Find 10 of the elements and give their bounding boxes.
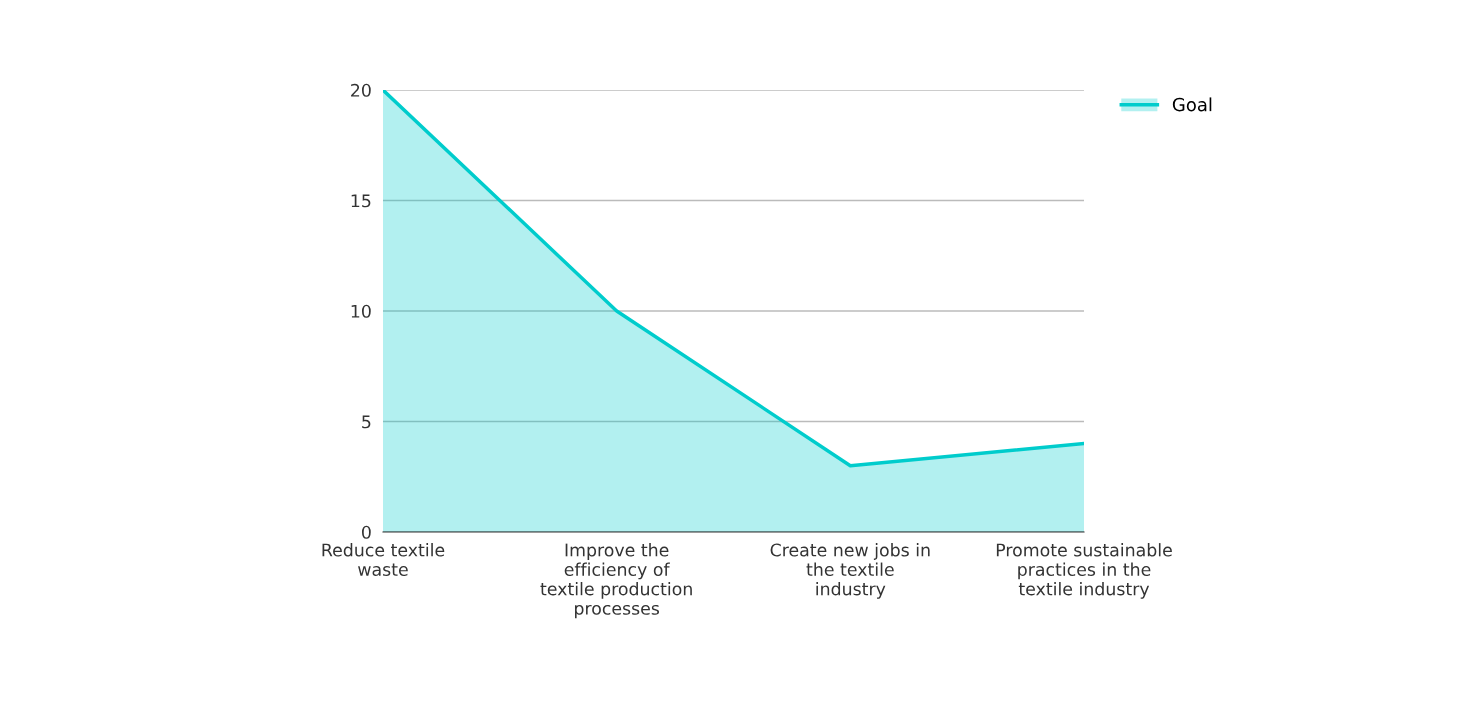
x-tick-label: Create new jobs in the textile industry <box>770 543 930 599</box>
x-tick-label: Improve the efficiency of textile production processes <box>540 543 692 619</box>
y-tick-label: 15 <box>351 194 371 208</box>
y-tick-label: 10 <box>351 304 371 318</box>
x-tick-label: Reduce textile waste <box>322 543 445 576</box>
x-tick-label: Promote sustainable practices in the textile industry <box>996 543 1172 599</box>
y-tick-label: 5 <box>362 415 371 429</box>
y-tick-label: 0 <box>361 525 371 539</box>
legend-label: Goal <box>1172 97 1212 112</box>
y-tick-label: 20 <box>351 83 371 97</box>
